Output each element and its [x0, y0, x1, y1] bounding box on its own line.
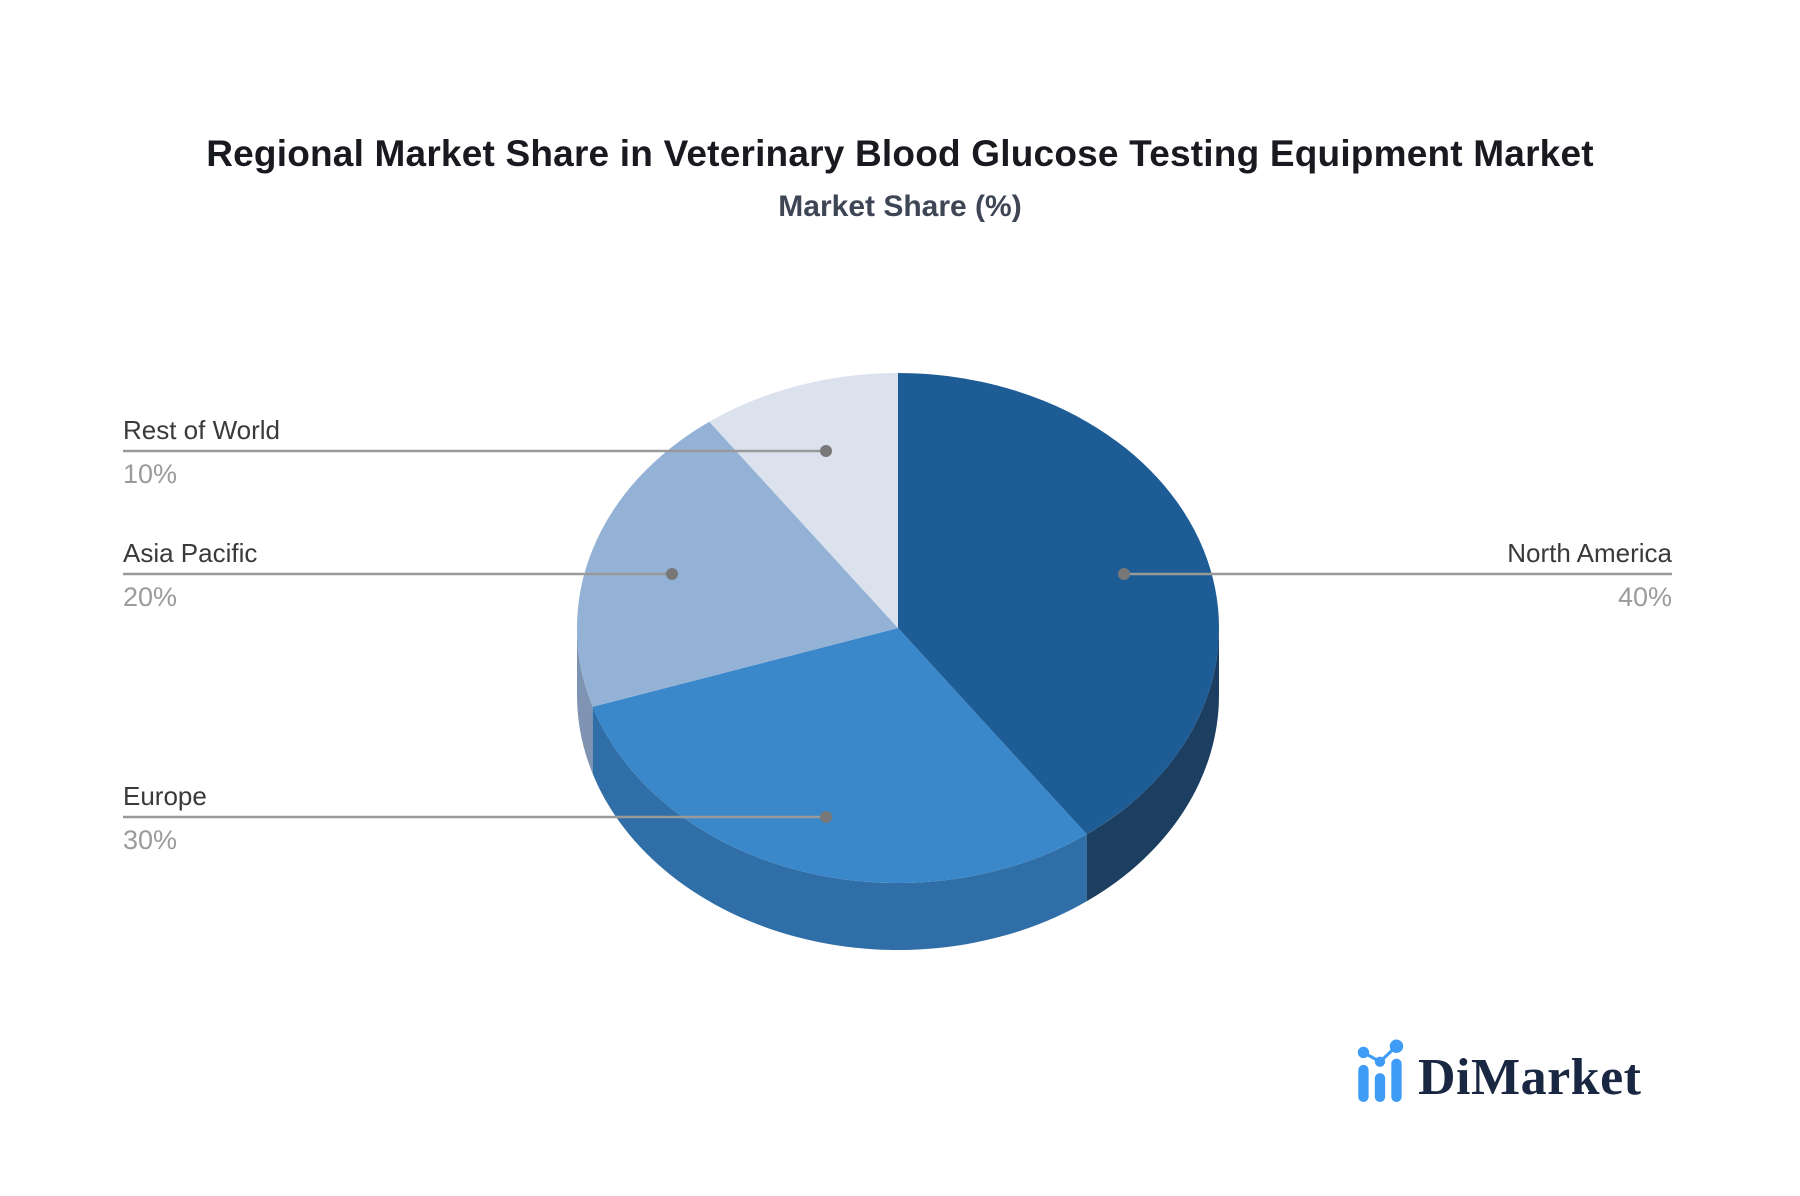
bar-chart-sparkline-icon: [1357, 1039, 1404, 1102]
callout-dot-north-america: [1118, 568, 1130, 580]
pie-side-north-america: [1086, 628, 1219, 902]
pie-slice-asia-pacific[interactable]: [576, 421, 898, 707]
chart-subtitle: Market Share (%): [778, 190, 1022, 223]
pie-slice-north-america[interactable]: [898, 373, 1220, 835]
pie-side-europe: [592, 706, 1087, 951]
label-north-america: North America: [1507, 538, 1672, 568]
pie-slice-europe[interactable]: [592, 628, 1087, 884]
callout-dot-europe: [820, 811, 832, 823]
callout-dot-asia-pacific: [666, 568, 678, 580]
chart-title: Regional Market Share in Veterinary Bloo…: [206, 133, 1594, 174]
callout-lines: [123, 449, 1672, 819]
label-europe: Europe: [123, 781, 207, 811]
label-asia-pacific: Asia Pacific: [123, 538, 258, 568]
value-rest-of-world: 10%: [123, 459, 178, 489]
pie-slice-rest-of-world[interactable]: [709, 373, 898, 628]
value-europe: 30%: [123, 825, 178, 855]
callout-dot-rest-of-world: [820, 445, 832, 457]
pie-side-asia-pacific: [576, 628, 593, 774]
callout-dots: [666, 445, 1130, 823]
label-rest-of-world: Rest of World: [123, 415, 281, 445]
value-north-america: 40%: [1617, 582, 1672, 612]
value-asia-pacific: 20%: [123, 582, 178, 612]
dimarket-logo: DiMarket: [1356, 1038, 1642, 1107]
logo-text: DiMarket: [1418, 1049, 1642, 1107]
